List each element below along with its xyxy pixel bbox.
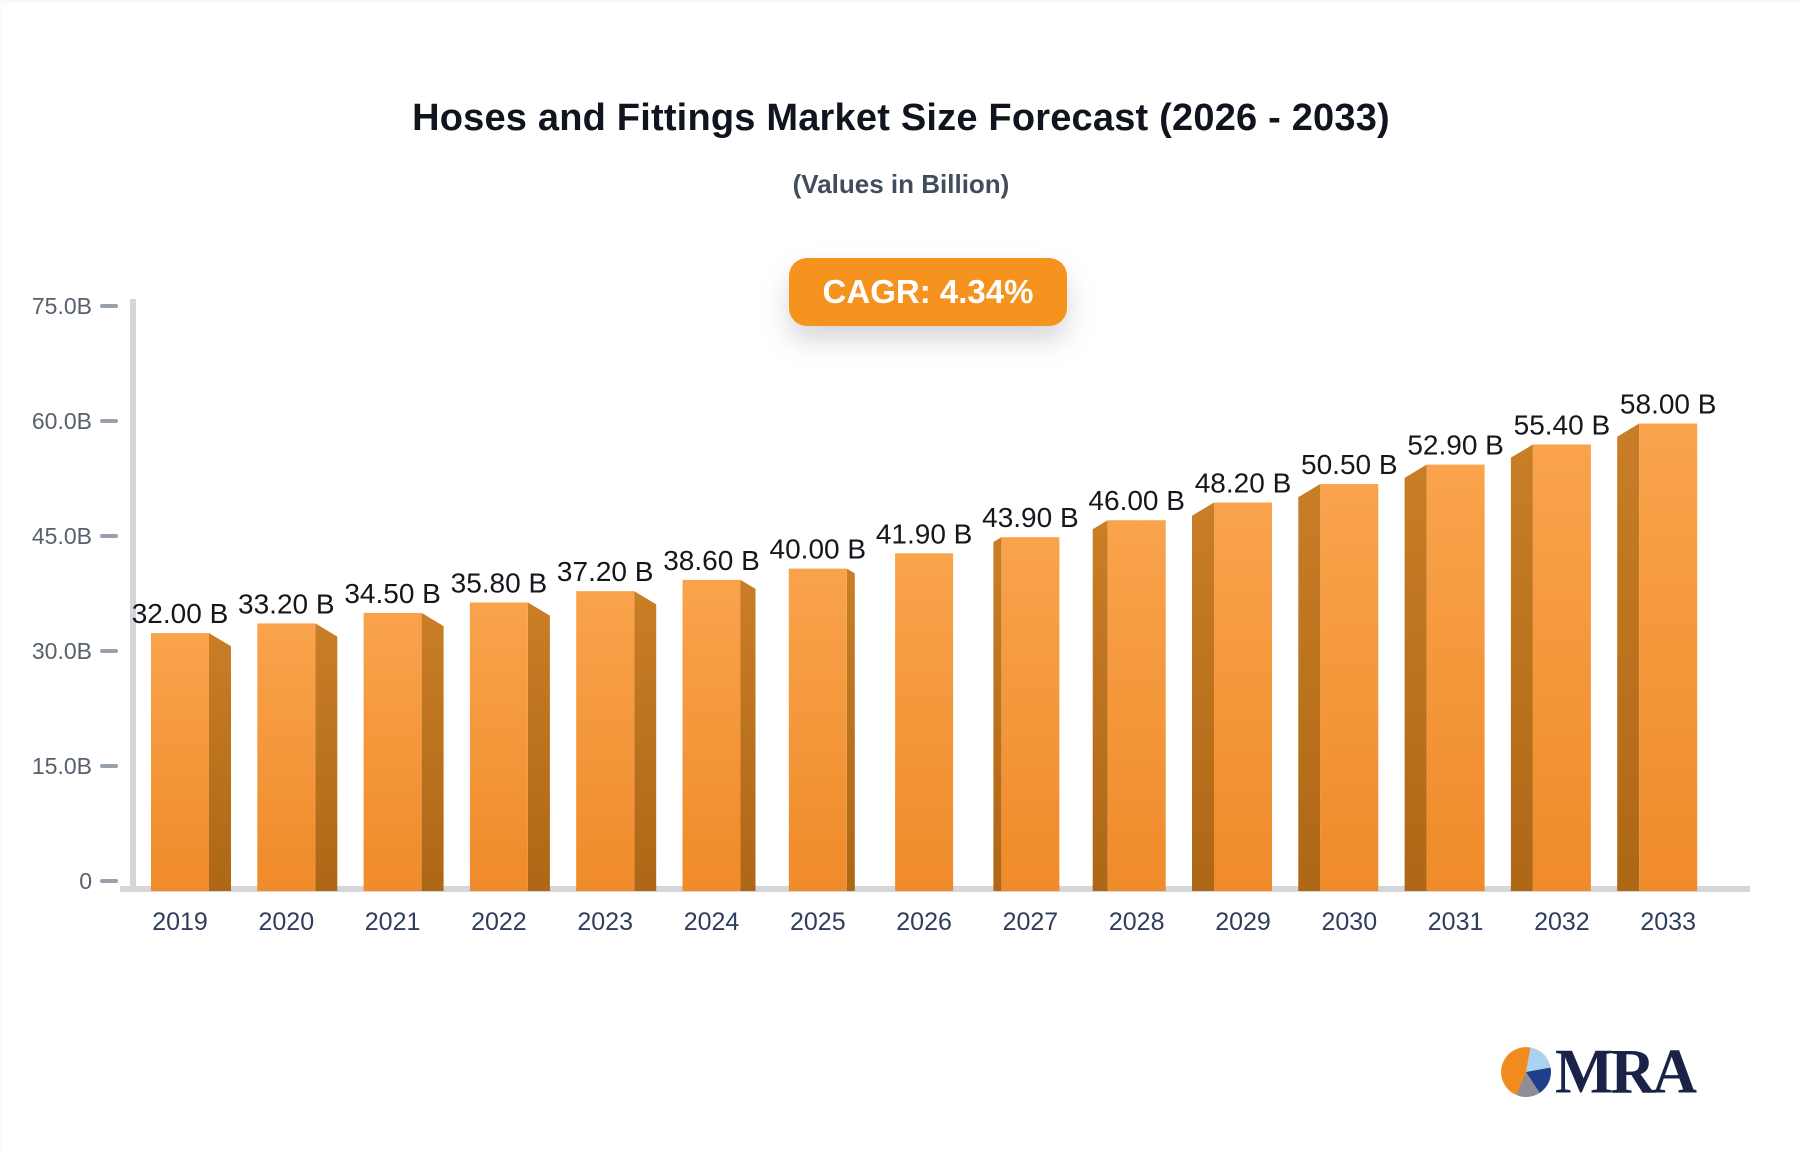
x-axis-label-2019: 2019: [152, 908, 208, 936]
bar-2020: [257, 623, 316, 891]
bar-value-label-2027: 43.90 B: [982, 502, 1079, 533]
bar-2030: [1320, 483, 1379, 891]
bar-value-label-2032: 55.40 B: [1514, 409, 1611, 440]
bar-side-2025: [846, 568, 855, 891]
x-axis-label-2022: 2022: [471, 908, 527, 936]
y-axis-tick: [100, 648, 118, 653]
bar-side-2019: [209, 633, 231, 891]
y-axis-tick: [100, 879, 118, 883]
x-axis-label-2031: 2031: [1428, 908, 1484, 936]
bar-side-2030: [1298, 483, 1321, 891]
x-axis-label-2023: 2023: [577, 908, 633, 936]
bar-value-label-2031: 52.90 B: [1407, 430, 1504, 461]
bar-side-2029: [1192, 502, 1214, 891]
bar-2031: [1426, 464, 1485, 891]
bar-side-2020: [315, 623, 338, 891]
bar-value-label-2022: 35.80 B: [451, 567, 548, 598]
bar-2033: [1639, 423, 1698, 891]
x-axis-label-2021: 2021: [365, 908, 421, 936]
bar-2029: [1214, 502, 1272, 891]
bar-value-label-2028: 46.00 B: [1088, 485, 1185, 516]
bar-value-label-2019: 32.00 B: [132, 598, 229, 629]
y-axis-label: 75.0B: [32, 293, 92, 319]
bar-side-2021: [421, 612, 444, 891]
y-axis-tick: [100, 533, 118, 538]
mra-logo-text: MRA: [1555, 1037, 1697, 1107]
bar-side-2023: [634, 591, 657, 891]
y-axis-tick: [100, 763, 118, 768]
x-axis-label-2033: 2033: [1640, 908, 1696, 936]
chart-subtitle: (Values in Billion): [792, 169, 1010, 199]
bar-2025: [788, 568, 847, 891]
bar-2024: [682, 579, 741, 891]
bar-side-2022: [527, 602, 550, 891]
bar-value-label-2024: 38.60 B: [663, 545, 760, 576]
bar-side-2028: [1092, 520, 1108, 891]
bar-value-label-2023: 37.20 B: [557, 556, 654, 587]
x-axis-label-2024: 2024: [684, 908, 740, 936]
bar-value-label-2026: 41.90 B: [876, 518, 973, 549]
y-axis-tick: [100, 303, 118, 308]
chart-title: Hoses and Fittings Market Size Forecast …: [412, 97, 1390, 139]
y-axis-label: 45.0B: [32, 523, 92, 549]
bar-value-label-2021: 34.50 B: [344, 578, 441, 609]
x-axis-label-2029: 2029: [1215, 908, 1271, 936]
y-axis-label: 60.0B: [32, 408, 92, 434]
bar-value-label-2020: 33.20 B: [238, 588, 335, 619]
bar-2019: [151, 633, 209, 891]
y-axis-line: [130, 299, 136, 889]
bar-value-label-2025: 40.00 B: [770, 534, 867, 565]
bar-side-2032: [1510, 444, 1533, 891]
y-axis-label: 15.0B: [32, 753, 92, 779]
x-axis-label-2025: 2025: [790, 908, 846, 936]
y-axis-label: 0: [79, 868, 92, 894]
bar-2021: [363, 612, 422, 891]
cagr-badge: CAGR: 4.34%: [789, 258, 1067, 326]
mra-logo-pie-icon: [1501, 1047, 1551, 1097]
bar-value-label-2033: 58.00 B: [1620, 389, 1717, 420]
bar-2032: [1532, 444, 1591, 891]
x-axis-label-2028: 2028: [1109, 908, 1165, 936]
bar-side-2027: [993, 537, 1002, 891]
bar-value-label-2030: 50.50 B: [1301, 449, 1398, 480]
bar-side-2024: [740, 579, 756, 891]
x-axis-label-2032: 2032: [1534, 908, 1590, 936]
bar-2026: [895, 553, 954, 891]
x-axis-label-2026: 2026: [896, 908, 952, 936]
bar-side-2033: [1617, 423, 1640, 891]
bar-value-label-2029: 48.20 B: [1195, 468, 1292, 499]
x-axis-label-2030: 2030: [1321, 908, 1377, 936]
x-axis-label-2020: 2020: [258, 908, 314, 936]
bar-2023: [576, 591, 635, 891]
y-axis-tick: [100, 418, 118, 423]
bar-2022: [469, 602, 528, 891]
y-axis-label: 30.0B: [32, 638, 92, 664]
bar-side-2031: [1404, 464, 1427, 891]
bar-2028: [1107, 520, 1166, 891]
bar-2027: [1001, 537, 1060, 891]
bar-chart-canvas: 75.0B 60.0B 45.0B 30.0B 15.0B 0 32.00 B 2019 33.…: [32, 293, 1750, 936]
x-axis-label-2027: 2027: [1003, 908, 1059, 936]
mra-logo: MRA: [1499, 1037, 1697, 1107]
